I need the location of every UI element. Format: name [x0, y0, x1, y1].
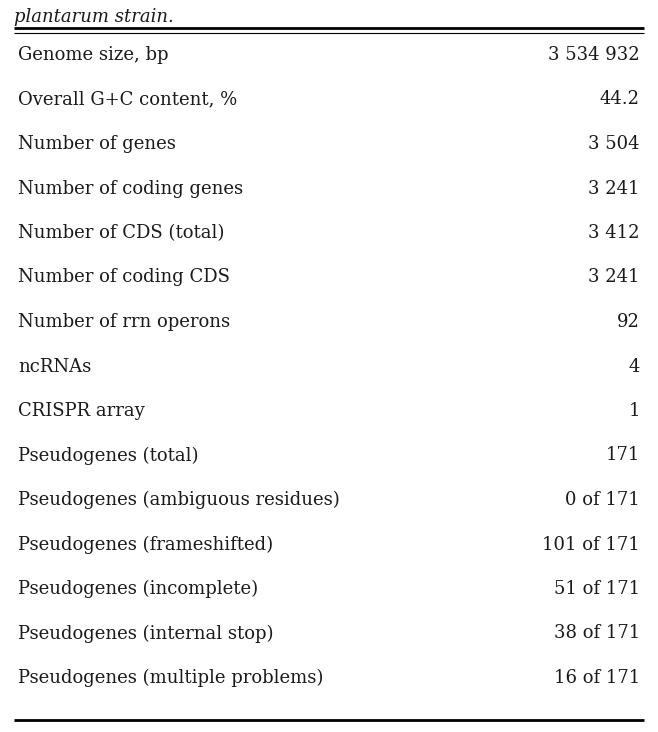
Text: 3 534 932: 3 534 932: [548, 46, 640, 64]
Text: Number of coding CDS: Number of coding CDS: [18, 269, 230, 286]
Text: plantarum strain.: plantarum strain.: [14, 8, 174, 26]
Text: Pseudogenes (ambiguous residues): Pseudogenes (ambiguous residues): [18, 491, 340, 509]
Text: Genome size, bp: Genome size, bp: [18, 46, 168, 64]
Text: Pseudogenes (internal stop): Pseudogenes (internal stop): [18, 624, 274, 643]
Text: 3 504: 3 504: [588, 135, 640, 153]
Text: 44.2: 44.2: [600, 91, 640, 108]
Text: 3 412: 3 412: [588, 224, 640, 242]
Text: Pseudogenes (total): Pseudogenes (total): [18, 447, 199, 465]
Text: 16 of 171: 16 of 171: [554, 669, 640, 687]
Text: 38 of 171: 38 of 171: [554, 624, 640, 643]
Text: Pseudogenes (multiple problems): Pseudogenes (multiple problems): [18, 669, 323, 687]
Text: Pseudogenes (incomplete): Pseudogenes (incomplete): [18, 580, 258, 598]
Text: Number of rrn operons: Number of rrn operons: [18, 313, 230, 331]
Text: 1: 1: [628, 402, 640, 420]
Text: CRISPR array: CRISPR array: [18, 402, 145, 420]
Text: 3 241: 3 241: [588, 269, 640, 286]
Text: Number of genes: Number of genes: [18, 135, 176, 153]
Text: Number of CDS (total): Number of CDS (total): [18, 224, 224, 242]
Text: 4: 4: [628, 357, 640, 376]
Text: ncRNAs: ncRNAs: [18, 357, 91, 376]
Text: 171: 171: [605, 447, 640, 465]
Text: Pseudogenes (frameshifted): Pseudogenes (frameshifted): [18, 535, 273, 553]
Text: Overall G+C content, %: Overall G+C content, %: [18, 91, 238, 108]
Text: 101 of 171: 101 of 171: [542, 536, 640, 553]
Text: 3 241: 3 241: [588, 179, 640, 198]
Text: 0 of 171: 0 of 171: [565, 491, 640, 509]
Text: Number of coding genes: Number of coding genes: [18, 179, 243, 198]
Text: 92: 92: [617, 313, 640, 331]
Text: 51 of 171: 51 of 171: [554, 580, 640, 598]
